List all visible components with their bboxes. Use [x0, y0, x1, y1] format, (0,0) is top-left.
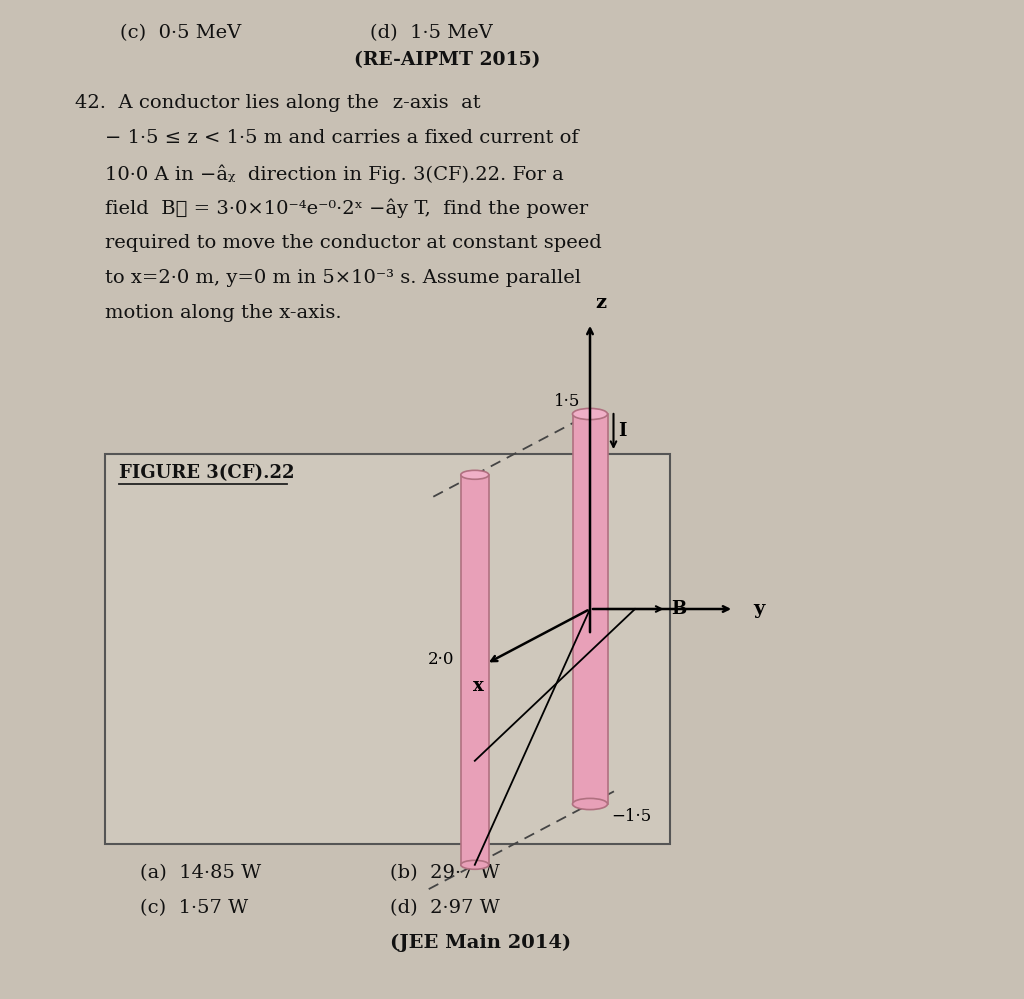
Text: −1·5: −1·5	[611, 808, 651, 825]
Text: 2·0: 2·0	[428, 651, 455, 668]
Text: required to move the conductor at constant speed: required to move the conductor at consta…	[105, 234, 602, 252]
Ellipse shape	[461, 860, 488, 869]
Text: (c)  0·5 MeV: (c) 0·5 MeV	[120, 24, 242, 42]
Text: (d)  2·97 W: (d) 2·97 W	[390, 899, 500, 917]
Text: (a)  14·85 W: (a) 14·85 W	[140, 864, 261, 882]
Text: I: I	[618, 423, 627, 441]
Text: (d)  1·5 MeV: (d) 1·5 MeV	[370, 24, 493, 42]
Text: y: y	[754, 600, 765, 618]
Text: (JEE Main 2014): (JEE Main 2014)	[390, 934, 571, 952]
Text: 1·5: 1·5	[554, 393, 580, 410]
Ellipse shape	[461, 471, 488, 480]
Bar	[105, 454, 670, 844]
Text: field  B⃗ = 3·0×10⁻⁴e⁻⁰·2ˣ −ây T,  find the power: field B⃗ = 3·0×10⁻⁴e⁻⁰·2ˣ −ây T, find th…	[105, 199, 588, 219]
Ellipse shape	[572, 409, 607, 420]
Ellipse shape	[572, 798, 607, 809]
Text: (c)  1·57 W: (c) 1·57 W	[140, 899, 248, 917]
Text: 10·0 A in −âᵪ  direction in Fig. 3(CF).22. For a: 10·0 A in −âᵪ direction in Fig. 3(CF).22…	[105, 164, 564, 184]
Text: FIGURE 3(CF).22: FIGURE 3(CF).22	[119, 464, 295, 482]
Text: − 1·5 ≤ z < 1·5 m and carries a fixed current of: − 1·5 ≤ z < 1·5 m and carries a fixed cu…	[105, 129, 579, 147]
Text: 42.  A conductor lies along the   z-axis  at: 42. A conductor lies along the z-axis at	[75, 94, 480, 112]
Text: z: z	[595, 295, 606, 313]
Text: (RE-AIPMT 2015): (RE-AIPMT 2015)	[353, 51, 540, 69]
Text: to x=2·0 m, y=0 m in 5×10⁻³ s. Assume parallel: to x=2·0 m, y=0 m in 5×10⁻³ s. Assume pa…	[105, 269, 581, 287]
Text: (b)  29·7 W: (b) 29·7 W	[390, 864, 500, 882]
Bar	[572, 414, 607, 804]
Text: B: B	[672, 600, 687, 618]
Text: x: x	[473, 677, 483, 695]
Text: motion along the x-axis.: motion along the x-axis.	[105, 304, 342, 322]
Bar	[461, 475, 488, 865]
